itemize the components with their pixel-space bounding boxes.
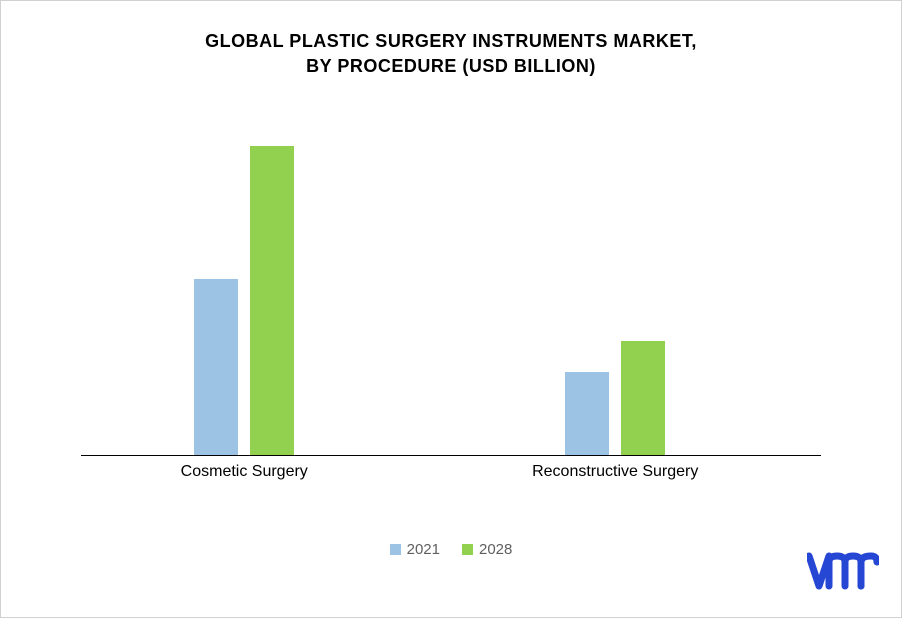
chart-plot-area — [81, 116, 821, 456]
chart-title: GLOBAL PLASTIC SURGERY INSTRUMENTS MARKE… — [1, 1, 901, 79]
legend-item: 2028 — [462, 541, 512, 558]
legend-swatch — [462, 544, 473, 555]
bar — [250, 146, 294, 455]
legend-swatch — [390, 544, 401, 555]
legend-item: 2021 — [390, 541, 440, 558]
legend-label: 2028 — [479, 541, 512, 558]
category-label: Cosmetic Surgery — [181, 463, 308, 481]
bar — [194, 279, 238, 455]
title-line-2: BY PROCEDURE (USD BILLION) — [1, 54, 901, 79]
bar-group — [565, 341, 665, 455]
chart-legend: 2021 2028 — [1, 541, 901, 558]
legend-label: 2021 — [407, 541, 440, 558]
category-label: Reconstructive Surgery — [532, 463, 698, 481]
vmr-logo — [807, 552, 879, 599]
bar-group — [194, 146, 294, 455]
bar — [621, 341, 665, 455]
category-axis-labels: Cosmetic Surgery Reconstructive Surgery — [81, 463, 821, 493]
title-line-1: GLOBAL PLASTIC SURGERY INSTRUMENTS MARKE… — [1, 29, 901, 54]
bar — [565, 372, 609, 455]
